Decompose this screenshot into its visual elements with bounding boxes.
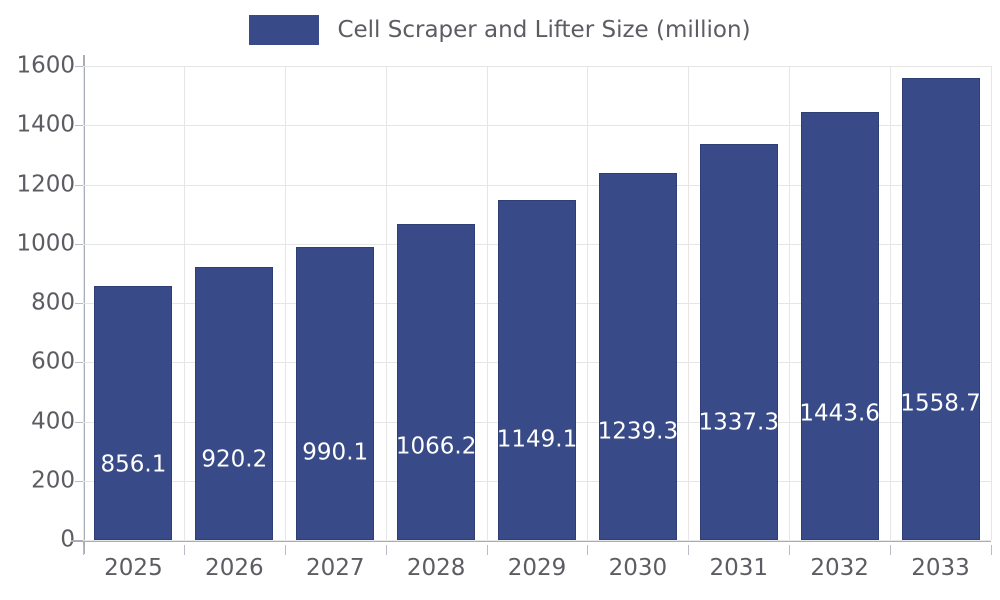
bar[interactable] xyxy=(598,172,677,540)
y-axis-tick-mark xyxy=(75,362,83,364)
bar[interactable] xyxy=(901,78,980,540)
y-axis-tick-label: 1400 xyxy=(16,111,75,138)
y-axis-tick-label: 0 xyxy=(60,526,75,553)
x-axis-tick-mark xyxy=(386,545,387,555)
gridline-vertical xyxy=(789,66,790,540)
x-axis-line xyxy=(71,540,991,542)
x-axis-tick-label: 2026 xyxy=(205,555,264,581)
x-axis-tick-mark xyxy=(991,545,992,555)
gridline-vertical xyxy=(991,66,992,540)
y-axis: 0 200 400 600 800 1000 1200 1400 1600 xyxy=(0,54,83,551)
gridline-horizontal xyxy=(83,125,991,127)
bar-value-label: 1149.1 xyxy=(496,426,578,453)
bar-value-label: 920.2 xyxy=(201,446,268,473)
bar-value-label: 1337.3 xyxy=(698,409,780,436)
bar[interactable] xyxy=(498,199,576,540)
x-axis-tick-mark xyxy=(890,545,891,555)
gridline-vertical xyxy=(688,66,689,540)
bar-value-label: 856.1 xyxy=(100,451,167,478)
x-axis-tick-mark xyxy=(184,545,185,555)
y-axis-line xyxy=(83,55,85,554)
gridline-vertical xyxy=(890,66,891,540)
gridline-vertical xyxy=(83,66,84,540)
x-axis: 2025 2026 2027 2028 2029 2030 2031 2032 2033 xyxy=(83,545,992,590)
bar-value-label: 1066.2 xyxy=(395,433,477,460)
bar[interactable] xyxy=(94,286,173,540)
bar-value-label: 1239.3 xyxy=(597,418,679,445)
y-axis-tick-mark xyxy=(75,125,83,127)
legend-color-swatch xyxy=(249,15,320,45)
y-axis-tick-mark xyxy=(75,243,83,245)
y-axis-tick-label: 1200 xyxy=(16,171,75,197)
bar-value-label: 1558.7 xyxy=(900,390,981,417)
x-axis-tick-label: 2032 xyxy=(810,555,869,581)
x-axis-tick-mark xyxy=(587,545,588,555)
y-axis-tick-label: 200 xyxy=(31,467,75,494)
x-axis-tick-label: 2028 xyxy=(406,555,466,581)
y-axis-tick-label: 800 xyxy=(31,289,75,316)
y-axis-tick-label: 1000 xyxy=(16,230,75,257)
bar[interactable] xyxy=(800,112,879,540)
gridline-vertical xyxy=(285,66,286,540)
x-axis-tick-mark xyxy=(688,545,689,555)
x-axis-tick-label: 2030 xyxy=(608,555,668,581)
chart-legend: Cell Scraper and Lifter Size (million) xyxy=(0,8,1000,52)
gridline-horizontal xyxy=(83,66,991,67)
x-axis-tick-label: 2029 xyxy=(507,555,567,581)
x-axis-tick-label: 2033 xyxy=(911,555,970,581)
x-axis-tick-mark xyxy=(285,545,286,555)
bar-value-label: 990.1 xyxy=(302,439,369,466)
x-axis-tick-label: 2025 xyxy=(104,555,163,581)
bar[interactable] xyxy=(296,246,375,540)
y-axis-tick-label: 1600 xyxy=(16,52,75,79)
gridline-vertical xyxy=(184,66,185,540)
y-axis-tick-mark xyxy=(75,421,83,423)
y-axis-tick-mark xyxy=(75,184,83,186)
y-axis-tick-mark xyxy=(75,480,83,482)
legend-label: Cell Scraper and Lifter Size (million) xyxy=(337,16,751,43)
gridline-vertical xyxy=(386,66,387,540)
plot-area: 856.1 920.2 990.1 1066.2 1149.1 1239.3 1337.3 1… xyxy=(71,55,992,554)
y-axis-tick-mark xyxy=(75,66,83,67)
x-axis-tick-mark xyxy=(789,545,790,555)
x-axis-tick-mark xyxy=(487,545,488,555)
gridline-horizontal xyxy=(83,184,991,186)
y-axis-tick-label: 400 xyxy=(31,408,75,434)
bar[interactable] xyxy=(699,143,778,540)
bar[interactable] xyxy=(397,224,476,540)
bar[interactable] xyxy=(195,267,274,540)
bar-value-label: 1443.6 xyxy=(799,400,880,427)
gridline-vertical xyxy=(587,66,588,540)
x-axis-tick-label: 2027 xyxy=(305,555,365,581)
gridline-vertical xyxy=(487,66,488,540)
x-axis-tick-mark xyxy=(83,545,84,555)
gridline-horizontal xyxy=(83,540,991,541)
x-axis-tick-label: 2031 xyxy=(709,555,769,581)
y-axis-tick-label: 600 xyxy=(31,348,75,375)
y-axis-tick-mark xyxy=(75,303,83,304)
